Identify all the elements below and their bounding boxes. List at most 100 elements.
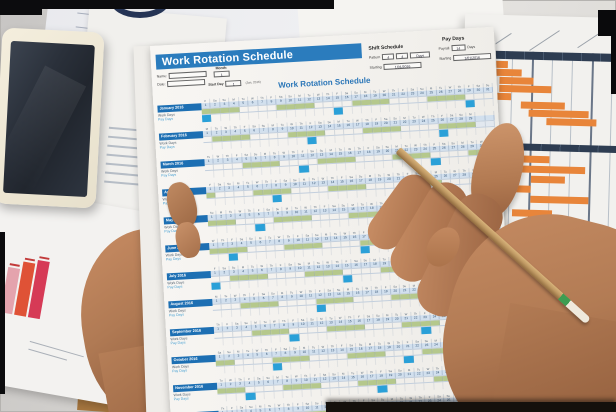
work-day-cell bbox=[259, 301, 270, 308]
pay-day-cell bbox=[299, 333, 309, 342]
work-day-cell bbox=[221, 135, 232, 142]
work-day-cell bbox=[392, 322, 403, 328]
shift-starting-label: Starting bbox=[369, 65, 382, 70]
work-day-cell bbox=[342, 100, 353, 107]
dark-object-left-edge bbox=[0, 232, 5, 394]
work-day-cell bbox=[292, 384, 303, 390]
work-day-cell bbox=[422, 348, 433, 355]
pay-day-cell bbox=[223, 337, 234, 346]
pay-day-cell bbox=[220, 281, 231, 290]
work-day-cell bbox=[314, 102, 325, 108]
work-day-cell bbox=[212, 136, 223, 142]
work-day-cell bbox=[298, 159, 309, 165]
work-day-cell bbox=[320, 382, 331, 388]
work-day-cell bbox=[295, 103, 306, 109]
pay-day-cell bbox=[227, 225, 237, 233]
payroll-unit: Days bbox=[467, 44, 476, 50]
pay-day-cell bbox=[372, 133, 383, 141]
pay-day-cell bbox=[327, 163, 338, 172]
work-day-cell bbox=[436, 95, 447, 102]
month-labels: July 2016 Work Days Pay Days bbox=[166, 267, 212, 292]
work-day-cell bbox=[298, 327, 309, 334]
pay-day-cell bbox=[404, 355, 414, 364]
work-day-cell bbox=[322, 242, 332, 248]
work-day-cell bbox=[361, 99, 372, 106]
work-day-cell bbox=[303, 243, 314, 249]
work-day-cell bbox=[316, 130, 326, 136]
work-day-cell bbox=[352, 100, 362, 106]
pay-day-cell bbox=[364, 161, 375, 170]
pay-day-cell bbox=[343, 106, 353, 115]
pay-day-cell bbox=[214, 338, 225, 346]
pay-day-cell bbox=[382, 300, 393, 309]
work-day-cell bbox=[439, 151, 450, 157]
work-day-cell bbox=[428, 124, 439, 130]
work-day-cell bbox=[446, 95, 456, 101]
pay-day-cell bbox=[402, 327, 413, 336]
work-day-cell bbox=[223, 331, 234, 338]
day-number-cell: 6 bbox=[265, 407, 276, 412]
work-day-cell bbox=[319, 186, 329, 192]
work-day-cell bbox=[391, 126, 402, 132]
pay-day-cell bbox=[371, 273, 382, 281]
pay-day-cell bbox=[413, 355, 424, 363]
pay-day-cell bbox=[332, 247, 342, 256]
pay-day-cell bbox=[411, 327, 422, 335]
pay-day-cell bbox=[339, 219, 350, 227]
work-day-cell bbox=[311, 214, 322, 221]
pay-day-cell bbox=[347, 358, 358, 367]
pay-day-cell bbox=[324, 107, 335, 116]
pay-day-cell bbox=[225, 197, 236, 206]
pay-day-cell bbox=[317, 164, 328, 172]
work-day-cell bbox=[414, 377, 425, 383]
work-day-cell bbox=[254, 217, 265, 224]
work-day-cell bbox=[377, 379, 387, 385]
pay-day-cell bbox=[377, 385, 388, 393]
work-day-cell bbox=[207, 220, 218, 227]
work-day-cell bbox=[236, 218, 246, 225]
work-day-cell bbox=[229, 107, 240, 113]
pay-day-cell bbox=[344, 303, 355, 311]
work-day-cell bbox=[261, 329, 271, 336]
pay-day-cell bbox=[208, 226, 218, 235]
work-day-cell bbox=[455, 94, 466, 101]
pay-day-cell bbox=[281, 362, 292, 371]
pay-day-cell bbox=[255, 223, 266, 232]
pay-day-cell bbox=[390, 104, 400, 112]
pay-day-cell bbox=[211, 282, 222, 290]
pay-day-cell bbox=[474, 99, 485, 107]
work-day-cell bbox=[474, 93, 485, 99]
work-day-cell bbox=[447, 122, 458, 129]
work-day-cell bbox=[485, 120, 496, 127]
month-labels: November 2016 Work Days Pay Days bbox=[172, 379, 218, 404]
work-day-cell bbox=[309, 355, 320, 361]
work-day-cell bbox=[306, 299, 317, 305]
pay-day-cell bbox=[415, 383, 425, 391]
pay-day-cell bbox=[430, 326, 441, 334]
work-day-cell bbox=[264, 217, 274, 223]
pay-day-cell bbox=[223, 169, 234, 178]
pay-day-cell bbox=[366, 189, 377, 198]
work-day-cell bbox=[270, 329, 281, 335]
pay-day-cell bbox=[258, 111, 269, 120]
month-field: Month: 1 bbox=[213, 66, 230, 78]
pay-day-cell bbox=[230, 281, 240, 289]
pay-day-cell bbox=[374, 161, 385, 169]
pay-day-cell bbox=[371, 105, 382, 113]
pay-day-cell bbox=[292, 221, 303, 230]
work-day-cell bbox=[240, 302, 251, 309]
month-labels: September 2016 Work Days Pay Days bbox=[169, 323, 215, 348]
work-day-cell bbox=[413, 349, 423, 355]
work-day-cell bbox=[289, 159, 300, 166]
pay-day-cell bbox=[336, 331, 347, 340]
work-day-cell bbox=[251, 330, 262, 336]
work-day-cell bbox=[273, 216, 284, 223]
work-day-cell bbox=[347, 352, 358, 359]
pay-day-cell bbox=[308, 333, 319, 341]
pay-day-cell bbox=[297, 305, 308, 314]
work-day-cell bbox=[236, 387, 246, 393]
work-day-cell bbox=[314, 270, 325, 277]
pay-day-cell bbox=[449, 156, 460, 165]
work-day-cell bbox=[251, 161, 262, 168]
